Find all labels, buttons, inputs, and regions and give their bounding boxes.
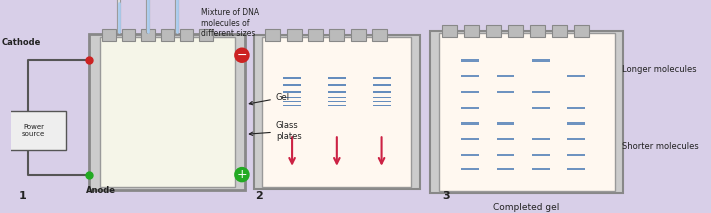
Bar	[567, 75, 585, 77]
Bar	[329, 29, 344, 41]
Bar	[372, 29, 387, 41]
Bar	[461, 168, 479, 170]
Bar	[567, 122, 585, 125]
Bar	[328, 85, 346, 86]
Bar	[283, 96, 301, 98]
Bar	[328, 77, 346, 79]
Text: Longer molecules: Longer molecules	[621, 65, 696, 74]
Bar	[574, 25, 589, 37]
Text: Mixture of DNA
molecules of
different sizes: Mixture of DNA molecules of different si…	[201, 8, 260, 38]
Text: Shorter molecules: Shorter molecules	[621, 142, 698, 151]
Bar	[308, 29, 323, 41]
Bar	[373, 105, 390, 106]
Text: Cathode: Cathode	[2, 38, 41, 47]
Bar	[328, 91, 346, 93]
Text: +: +	[237, 168, 247, 181]
Bar	[461, 91, 479, 93]
Bar	[532, 59, 550, 62]
Text: 2: 2	[255, 191, 263, 201]
Bar	[461, 122, 479, 125]
Bar	[373, 91, 390, 93]
Bar	[497, 138, 514, 140]
Bar	[254, 35, 419, 189]
Bar	[328, 105, 346, 106]
Text: 3: 3	[442, 191, 449, 201]
Text: Gel: Gel	[250, 93, 290, 105]
Bar	[532, 107, 550, 109]
Bar	[122, 29, 135, 41]
Bar	[442, 25, 457, 37]
Bar	[532, 168, 550, 170]
Bar	[532, 154, 550, 156]
Text: Glass
plates: Glass plates	[250, 121, 301, 141]
Bar	[328, 101, 346, 102]
Bar	[567, 138, 585, 140]
Bar	[486, 25, 501, 37]
Bar	[199, 29, 213, 41]
Bar	[532, 91, 550, 93]
Bar	[461, 75, 479, 77]
Bar	[461, 107, 479, 109]
Bar	[283, 85, 301, 86]
Bar	[508, 25, 523, 37]
Bar	[283, 77, 301, 79]
Bar	[283, 105, 301, 106]
Bar	[161, 29, 174, 41]
Text: Power
source: Power source	[22, 124, 45, 137]
Bar	[351, 29, 365, 41]
Bar	[497, 91, 514, 93]
Bar	[567, 154, 585, 156]
Bar	[90, 34, 245, 190]
Bar	[497, 75, 514, 77]
Bar	[567, 168, 585, 170]
Bar	[439, 33, 615, 191]
Bar	[373, 85, 390, 86]
Bar	[265, 29, 280, 41]
Bar	[532, 138, 550, 140]
Bar	[328, 96, 346, 98]
Bar	[497, 122, 514, 125]
Bar	[100, 37, 235, 187]
Bar	[461, 154, 479, 156]
Bar	[567, 107, 585, 109]
Bar	[497, 154, 514, 156]
Text: Anode: Anode	[86, 186, 116, 195]
Bar	[461, 138, 479, 140]
Bar	[262, 37, 412, 187]
FancyBboxPatch shape	[1, 111, 65, 150]
Bar	[283, 101, 301, 102]
Bar	[102, 29, 116, 41]
Bar	[180, 29, 193, 41]
Bar	[373, 77, 390, 79]
Bar	[283, 91, 301, 93]
Bar	[464, 25, 479, 37]
Text: Completed gel: Completed gel	[493, 203, 560, 212]
Bar	[430, 31, 623, 193]
Text: −: −	[237, 49, 247, 62]
Bar	[373, 101, 390, 102]
Bar	[497, 168, 514, 170]
Bar	[373, 96, 390, 98]
Text: 1: 1	[18, 191, 26, 201]
Bar	[287, 29, 301, 41]
Bar	[141, 29, 155, 41]
Bar	[552, 25, 567, 37]
Bar	[530, 25, 545, 37]
Bar	[461, 59, 479, 62]
